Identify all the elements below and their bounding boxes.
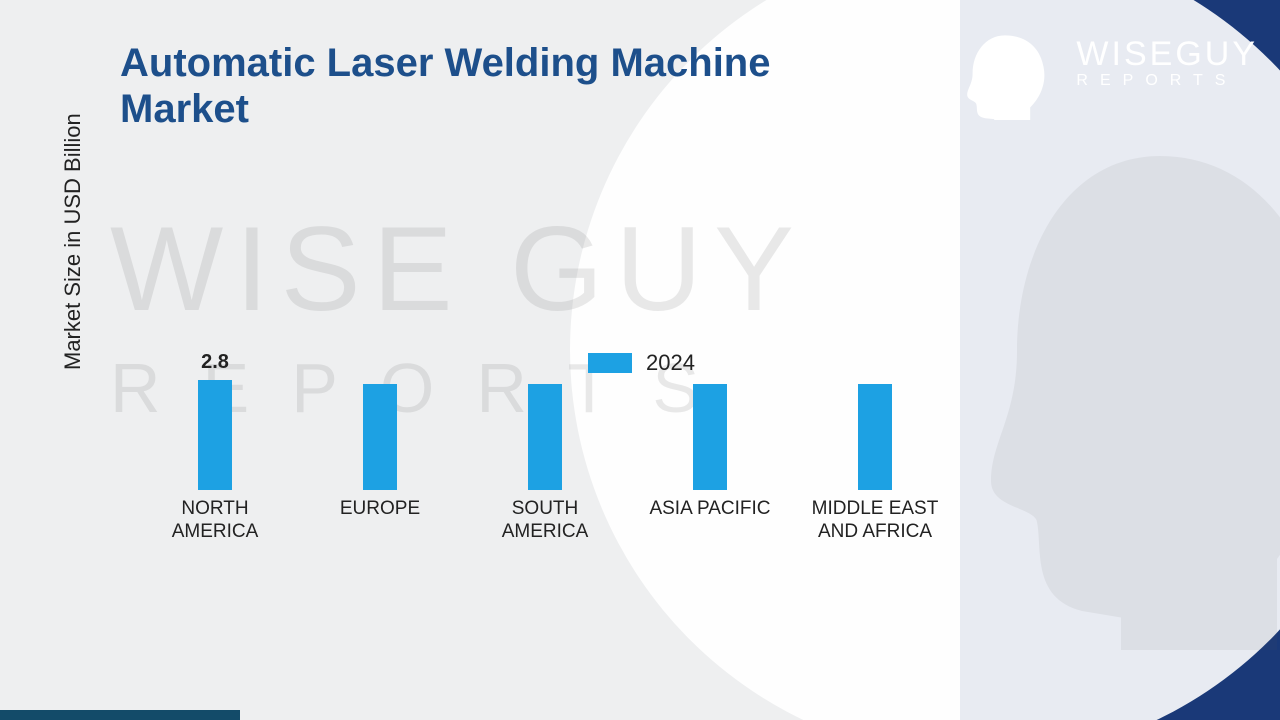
brand-logo: WISEGUY REPORTS xyxy=(1076,35,1258,90)
bar-category-label: NORTH AMERICA xyxy=(145,498,285,544)
bar xyxy=(693,384,727,490)
bar-category-label: EUROPE xyxy=(310,498,450,521)
brand-logo-line1: WISEGUY xyxy=(1076,35,1258,74)
legend-label: 2024 xyxy=(646,350,695,376)
chart-title: Automatic Laser Welding Machine Market xyxy=(120,40,840,132)
brand-logo-line2: REPORTS xyxy=(1076,72,1258,90)
brand-logo-head-icon xyxy=(960,30,1050,120)
bar xyxy=(858,384,892,490)
bar-group: SOUTH AMERICA xyxy=(480,160,610,490)
bar xyxy=(528,384,562,490)
legend-swatch xyxy=(588,353,632,373)
bar xyxy=(198,380,232,490)
chart-legend: 2024 xyxy=(588,350,695,376)
bar-chart: 2.8NORTH AMERICAEUROPESOUTH AMERICAASIA … xyxy=(100,160,970,620)
bar-group: MIDDLE EAST AND AFRICA xyxy=(810,160,940,490)
bar-group: ASIA PACIFIC xyxy=(645,160,775,490)
y-axis-label: Market Size in USD Billion xyxy=(60,113,86,370)
bottom-accent-bar xyxy=(0,710,240,720)
bar-group: 2.8NORTH AMERICA xyxy=(150,160,280,490)
bar-category-label: SOUTH AMERICA xyxy=(475,498,615,544)
bar-category-label: ASIA PACIFIC xyxy=(640,498,780,521)
bar-category-label: MIDDLE EAST AND AFRICA xyxy=(805,498,945,544)
bar-group: EUROPE xyxy=(315,160,445,490)
chart-plot-area: 2.8NORTH AMERICA EUROPE SOUTH AMERICA ASIA … xyxy=(130,160,970,490)
bar-value-label: 2.8 xyxy=(201,351,229,374)
bar xyxy=(363,384,397,490)
market-chart-canvas: WISE GUY REPORTS WISEGUY REPORTS Automat… xyxy=(0,0,1280,720)
